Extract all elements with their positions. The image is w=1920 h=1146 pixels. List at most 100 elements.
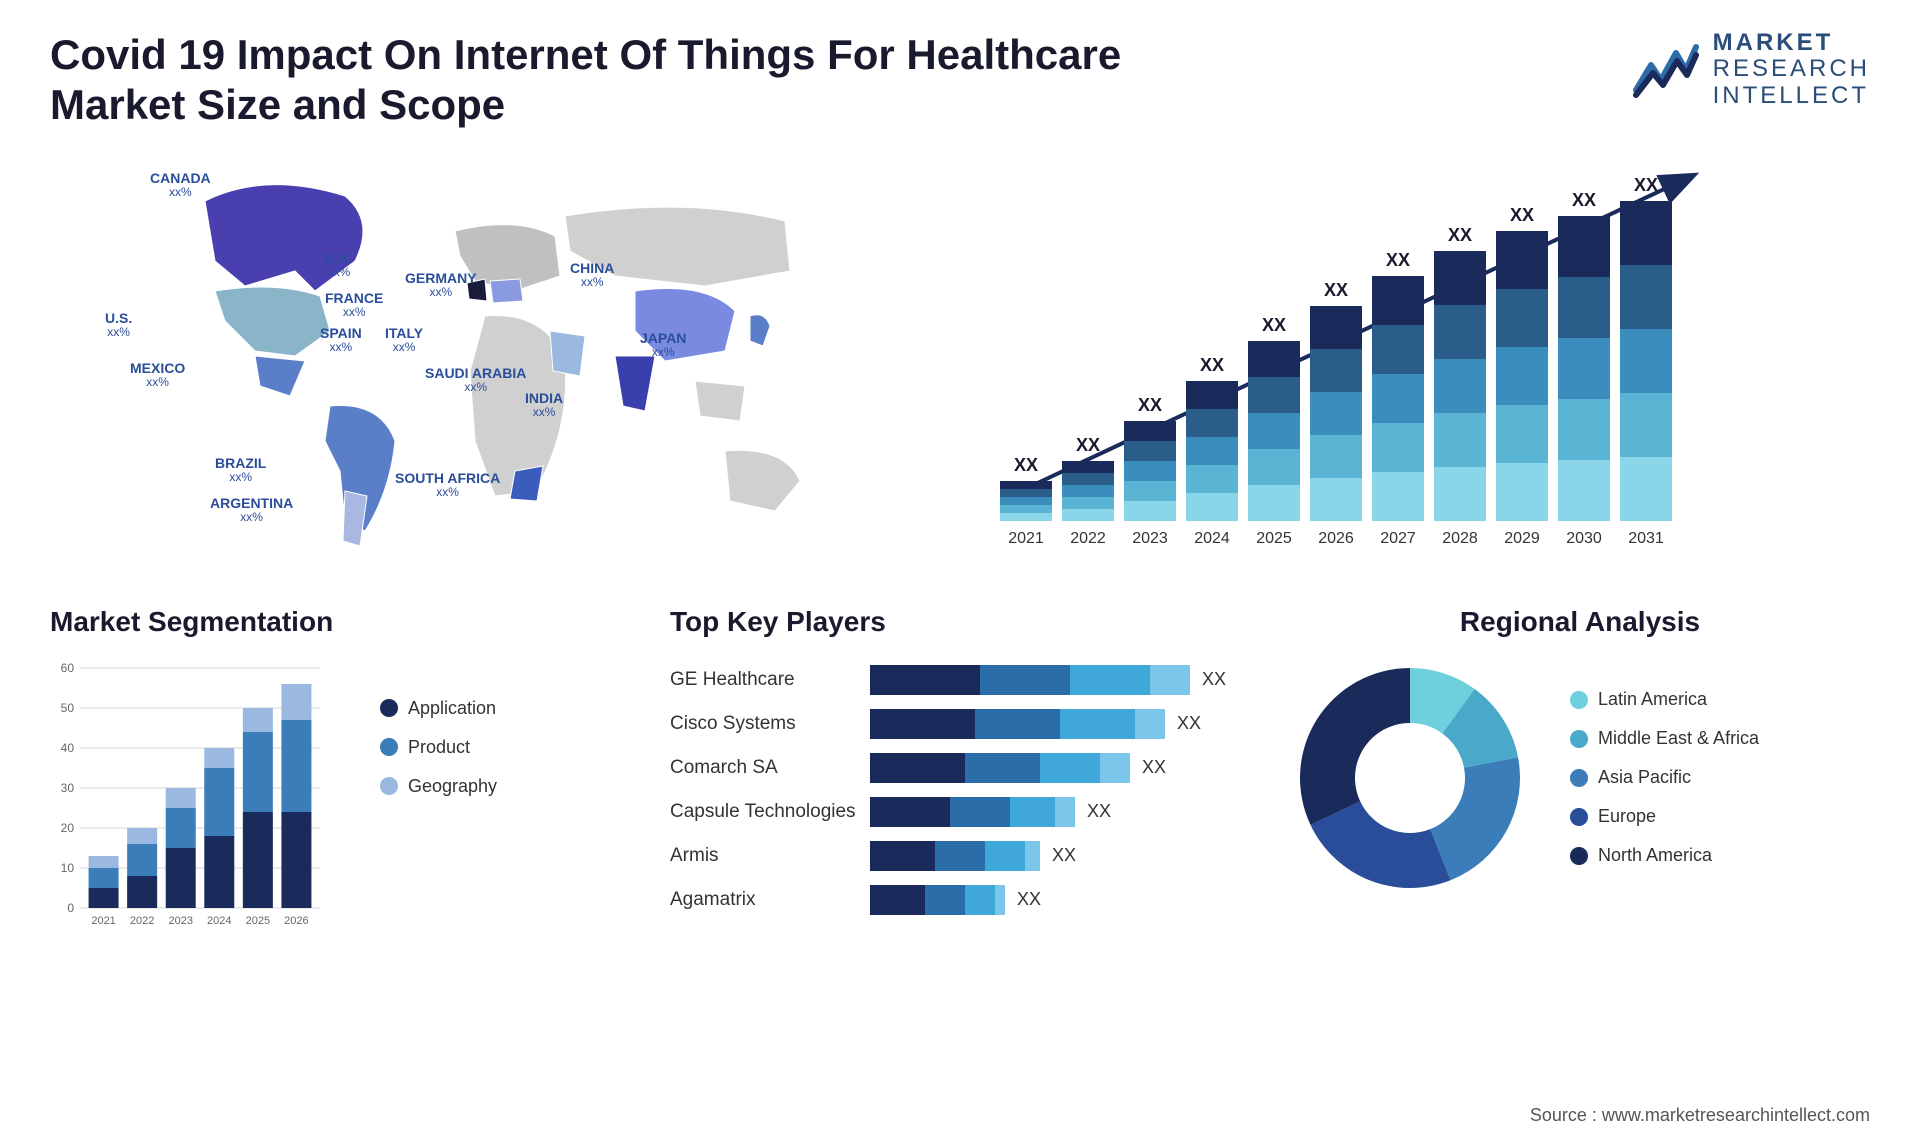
player-bar-seg — [1135, 709, 1165, 739]
segmentation-panel: Market Segmentation 01020304050602021202… — [50, 606, 630, 938]
player-bar — [870, 753, 1130, 783]
player-row: Armis XX — [670, 834, 1250, 878]
player-bar-seg — [1060, 709, 1135, 739]
player-value: XX — [1142, 757, 1166, 778]
svg-text:2027: 2027 — [1380, 530, 1416, 547]
svg-text:2024: 2024 — [207, 915, 231, 927]
page-title: Covid 19 Impact On Internet Of Things Fo… — [50, 30, 1250, 131]
svg-text:2022: 2022 — [1070, 530, 1106, 547]
main-row: CANADAxx%U.S.xx%MEXICOxx%BRAZILxx%ARGENT… — [0, 141, 1920, 576]
svg-text:2026: 2026 — [284, 915, 308, 927]
player-bar-seg — [1040, 753, 1100, 783]
player-value: XX — [1202, 669, 1226, 690]
brand-logo: MARKET RESEARCH INTELLECT — [1631, 30, 1870, 109]
svg-text:2028: 2028 — [1442, 530, 1478, 547]
legend-item: Application — [380, 698, 497, 719]
legend-dot — [1570, 808, 1588, 826]
map-country-label: SPAINxx% — [320, 326, 362, 355]
svg-text:0: 0 — [67, 901, 74, 915]
player-bar-seg — [935, 841, 985, 871]
growth-chart: XX2021XX2022XX2023XX2024XX2025XX2026XX20… — [980, 161, 1870, 566]
player-bar-seg — [985, 841, 1025, 871]
segmentation-title: Market Segmentation — [50, 606, 630, 638]
legend-label: North America — [1598, 845, 1712, 866]
player-bar — [870, 665, 1190, 695]
player-name: Armis — [670, 845, 870, 867]
player-name: Capsule Technologies — [670, 801, 870, 823]
map-country-label: ITALYxx% — [385, 326, 423, 355]
svg-text:60: 60 — [61, 661, 75, 675]
legend-item: Europe — [1570, 806, 1759, 827]
map-country-label: JAPANxx% — [640, 331, 686, 360]
regional-title: Regional Analysis — [1290, 606, 1870, 638]
legend-dot — [1570, 730, 1588, 748]
legend-label: Latin America — [1598, 689, 1707, 710]
svg-text:2026: 2026 — [1318, 530, 1354, 547]
map-country-label: GERMANYxx% — [405, 271, 477, 300]
svg-text:XX: XX — [1262, 315, 1286, 335]
players-chart: GE Healthcare XX Cisco SystemsXXComarch SA… — [670, 658, 1250, 922]
legend-item: Product — [380, 737, 497, 758]
svg-text:XX: XX — [1448, 225, 1472, 245]
legend-item: Geography — [380, 776, 497, 797]
player-bar-seg — [1100, 753, 1130, 783]
player-bar-seg — [1150, 665, 1190, 695]
svg-text:50: 50 — [61, 701, 75, 715]
player-bar-seg — [1055, 797, 1075, 827]
legend-item: North America — [1570, 845, 1759, 866]
legend-dot — [380, 699, 398, 717]
players-title: Top Key Players — [670, 606, 1250, 638]
logo-line1: MARKET — [1713, 30, 1870, 56]
svg-text:2021: 2021 — [1008, 530, 1044, 547]
header: Covid 19 Impact On Internet Of Things Fo… — [0, 0, 1920, 141]
svg-text:2029: 2029 — [1504, 530, 1540, 547]
map-country-label: CANADAxx% — [150, 171, 211, 200]
player-bar — [870, 841, 1040, 871]
svg-text:2025: 2025 — [1256, 530, 1292, 547]
svg-text:XX: XX — [1572, 190, 1596, 210]
logo-icon — [1631, 35, 1701, 105]
map-country-label: SOUTH AFRICAxx% — [395, 471, 500, 500]
svg-text:2023: 2023 — [1132, 530, 1168, 547]
legend-item: Middle East & Africa — [1570, 728, 1759, 749]
player-bar-seg — [925, 885, 965, 915]
player-bar-seg — [870, 709, 975, 739]
map-country-label: INDIAxx% — [525, 391, 563, 420]
svg-text:XX: XX — [1014, 455, 1038, 475]
legend-item: Latin America — [1570, 689, 1759, 710]
segmentation-chart: 0102030405060202120222023202420252026 — [50, 658, 350, 938]
player-bar-seg — [950, 797, 1010, 827]
map-country-label: CHINAxx% — [570, 261, 614, 290]
player-value: XX — [1087, 801, 1111, 822]
player-bar-seg — [1025, 841, 1040, 871]
svg-text:XX: XX — [1076, 435, 1100, 455]
svg-text:40: 40 — [61, 741, 75, 755]
legend-dot — [380, 777, 398, 795]
player-bar-seg — [965, 885, 995, 915]
legend-label: Europe — [1598, 806, 1656, 827]
svg-text:XX: XX — [1510, 205, 1534, 225]
player-name: GE Healthcare — [670, 669, 870, 691]
legend-label: Asia Pacific — [1598, 767, 1691, 788]
svg-text:2030: 2030 — [1566, 530, 1602, 547]
player-bar-seg — [980, 665, 1070, 695]
legend-item: Asia Pacific — [1570, 767, 1759, 788]
logo-line2: RESEARCH — [1713, 56, 1870, 82]
legend-label: Middle East & Africa — [1598, 728, 1759, 749]
svg-text:20: 20 — [61, 821, 75, 835]
svg-text:10: 10 — [61, 861, 75, 875]
legend-dot — [1570, 769, 1588, 787]
map-country-label: SAUDI ARABIAxx% — [425, 366, 526, 395]
player-row: Comarch SAXX — [670, 746, 1250, 790]
svg-text:2022: 2022 — [130, 915, 154, 927]
map-country-label: U.S.xx% — [105, 311, 132, 340]
player-bar-seg — [1010, 797, 1055, 827]
player-bar — [870, 709, 1165, 739]
legend-label: Application — [408, 698, 496, 719]
player-bar — [870, 885, 1005, 915]
svg-text:XX: XX — [1200, 355, 1224, 375]
player-value: XX — [1052, 845, 1076, 866]
player-bar-seg — [870, 665, 980, 695]
player-value: XX — [1017, 889, 1041, 910]
player-row: Cisco SystemsXX — [670, 702, 1250, 746]
